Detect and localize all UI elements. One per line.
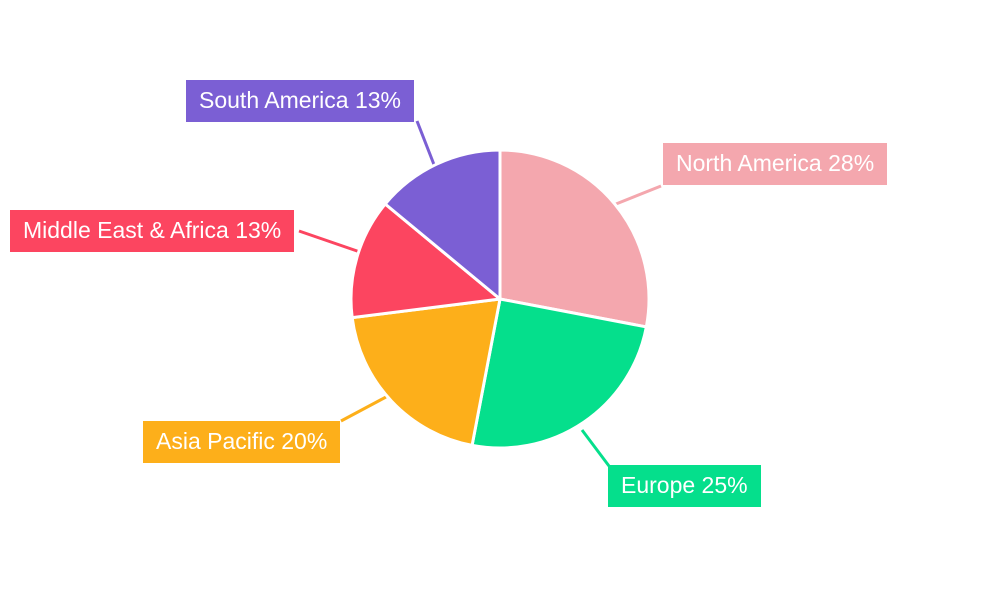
leader-line	[580, 429, 611, 467]
slice-label-north-america[interactable]: North America 28%	[663, 143, 888, 185]
pie-slice[interactable]	[470, 297, 648, 450]
leader-line	[340, 395, 387, 423]
pie-slice[interactable]	[383, 148, 502, 301]
slice-label-europe[interactable]: Europe 25%	[608, 465, 761, 507]
pie-slices-group	[349, 148, 651, 450]
slice-label-south-america[interactable]: South America 13%	[186, 80, 415, 122]
slice-label-asia-pacific[interactable]: Asia Pacific 20%	[143, 421, 341, 463]
slice-label-middle-east-africa[interactable]: Middle East & Africa 13%	[10, 210, 295, 252]
pie-slice[interactable]	[498, 148, 651, 329]
pie-slice[interactable]	[349, 202, 502, 320]
leader-lines-group	[298, 120, 662, 467]
leader-line	[298, 229, 361, 254]
leader-line	[615, 184, 662, 206]
pie-slice[interactable]	[350, 297, 502, 447]
